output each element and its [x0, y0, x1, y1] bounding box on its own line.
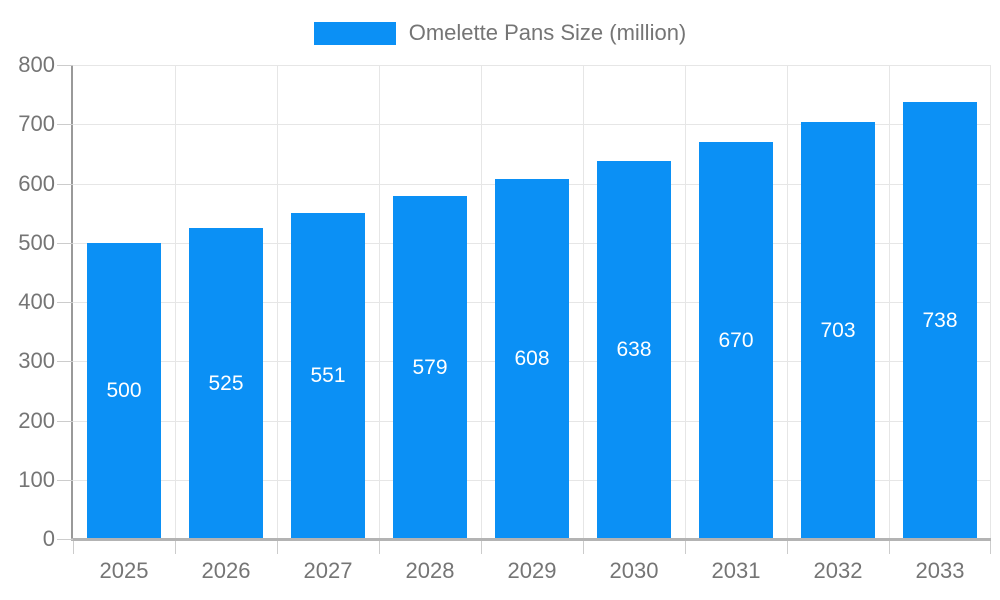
y-axis-tick-label: 400	[18, 289, 55, 314]
x-gridline	[481, 65, 482, 539]
x-axis-tick-label: 2030	[609, 558, 659, 583]
bar-value-label: 738	[922, 309, 958, 332]
y-axis-tick	[57, 124, 73, 125]
y-axis-tick	[57, 539, 73, 540]
y-gridline	[73, 124, 991, 125]
legend-label: Omelette Pans Size (million)	[408, 20, 687, 45]
y-axis-tick-label: 600	[18, 171, 55, 196]
bar[interactable]: 608	[495, 179, 569, 539]
y-axis-tick-label: 100	[18, 467, 55, 492]
y-axis-tick	[57, 421, 73, 422]
bar[interactable]: 500	[87, 243, 161, 539]
bar[interactable]: 670	[699, 142, 773, 539]
y-axis-tick	[57, 243, 73, 244]
x-axis-tick	[481, 541, 482, 554]
bar[interactable]: 579	[393, 196, 467, 539]
x-axis-tick	[277, 541, 278, 554]
bar-value-label: 551	[310, 364, 346, 387]
x-axis-tick	[73, 541, 74, 554]
y-axis-tick-label: 700	[18, 111, 55, 136]
x-gridline	[175, 65, 176, 539]
bar-value-label: 500	[106, 379, 142, 402]
legend-swatch	[313, 21, 396, 45]
y-axis-tick-label: 0	[42, 526, 55, 551]
bar-value-label: 579	[412, 356, 448, 379]
y-axis-tick	[57, 65, 73, 66]
x-axis-tick	[990, 541, 991, 554]
x-axis-tick-label: 2032	[813, 558, 863, 583]
x-axis-tick	[379, 541, 380, 554]
y-axis-tick	[57, 302, 73, 303]
x-axis-tick-label: 2033	[915, 558, 965, 583]
plot-area: 500 525 551 579 608 638 670 703 738	[71, 65, 991, 541]
y-axis-tick-label: 800	[18, 52, 55, 77]
x-axis-tick	[685, 541, 686, 554]
x-gridline	[889, 65, 890, 539]
bar-value-label: 525	[208, 372, 244, 395]
bar-value-label: 638	[616, 338, 652, 361]
x-gridline	[583, 65, 584, 539]
bar[interactable]: 525	[189, 228, 263, 539]
y-axis-tick-label: 300	[18, 348, 55, 373]
y-axis-tick-label: 200	[18, 408, 55, 433]
x-axis-tick-label: 2031	[711, 558, 761, 583]
y-axis-tick	[57, 184, 73, 185]
y-axis-tick	[57, 361, 73, 362]
x-axis-tick-label: 2026	[201, 558, 251, 583]
x-axis-tick-label: 2025	[99, 558, 149, 583]
y-axis-tick-label: 500	[18, 230, 55, 255]
x-gridline	[787, 65, 788, 539]
x-axis-line	[71, 538, 991, 541]
x-axis-tick-label: 2028	[405, 558, 455, 583]
x-gridline	[379, 65, 380, 539]
x-axis-tick	[583, 541, 584, 554]
bar[interactable]: 703	[801, 122, 875, 539]
x-axis-tick-label: 2029	[507, 558, 557, 583]
chart-legend[interactable]: Omelette Pans Size (million)	[0, 18, 1000, 48]
bar-value-label: 703	[820, 319, 856, 342]
x-gridline	[277, 65, 278, 539]
x-axis-tick-label: 2027	[303, 558, 353, 583]
bar[interactable]: 551	[291, 213, 365, 539]
y-axis-tick	[57, 480, 73, 481]
bar[interactable]: 738	[903, 102, 977, 539]
bar-value-label: 670	[718, 329, 754, 352]
y-gridline	[73, 65, 991, 66]
bar-value-label: 608	[514, 347, 550, 370]
x-axis-tick	[787, 541, 788, 554]
x-gridline	[685, 65, 686, 539]
x-axis-tick	[889, 541, 890, 554]
bar[interactable]: 638	[597, 161, 671, 539]
x-gridline	[990, 65, 991, 539]
x-axis-tick	[175, 541, 176, 554]
